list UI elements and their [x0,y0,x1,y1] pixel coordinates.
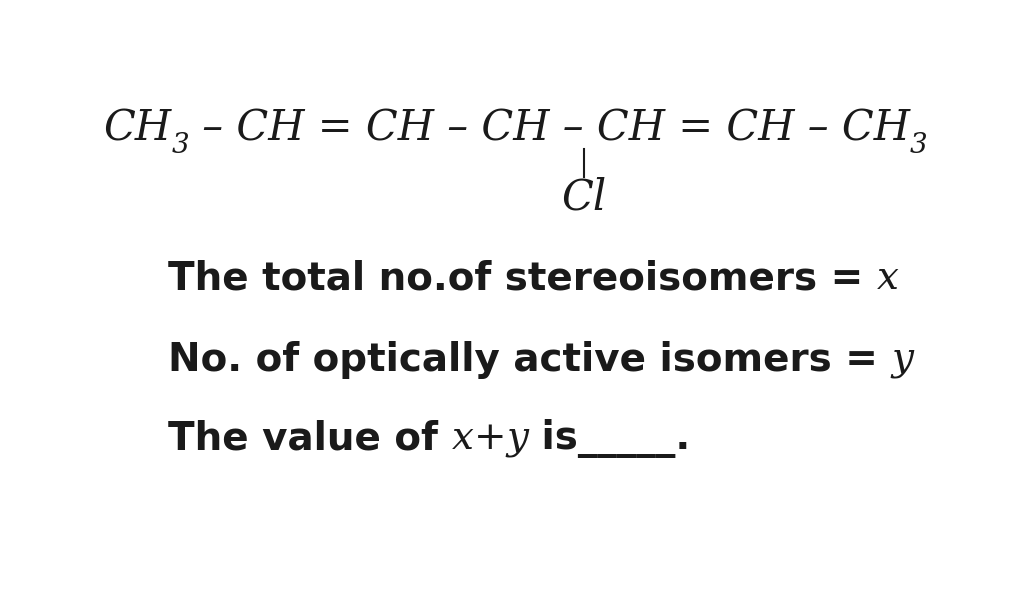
Text: y: y [892,341,913,378]
Text: +: + [473,420,506,458]
Text: 3: 3 [910,132,928,159]
Text: x: x [452,420,473,458]
Text: x: x [877,260,899,298]
Text: 3: 3 [171,132,189,159]
Text: The value of: The value of [168,420,452,458]
Text: CH: CH [103,108,171,150]
Text: The total no.of stereoisomers =: The total no.of stereoisomers = [168,260,877,298]
Text: Cl: Cl [561,177,606,219]
Text: – CH = CH – CH – CH = CH – CH: – CH = CH – CH – CH = CH – CH [189,108,910,150]
Text: is_____.: is_____. [528,419,690,458]
Text: y: y [506,420,528,458]
Text: No. of optically active isomers =: No. of optically active isomers = [168,341,892,379]
